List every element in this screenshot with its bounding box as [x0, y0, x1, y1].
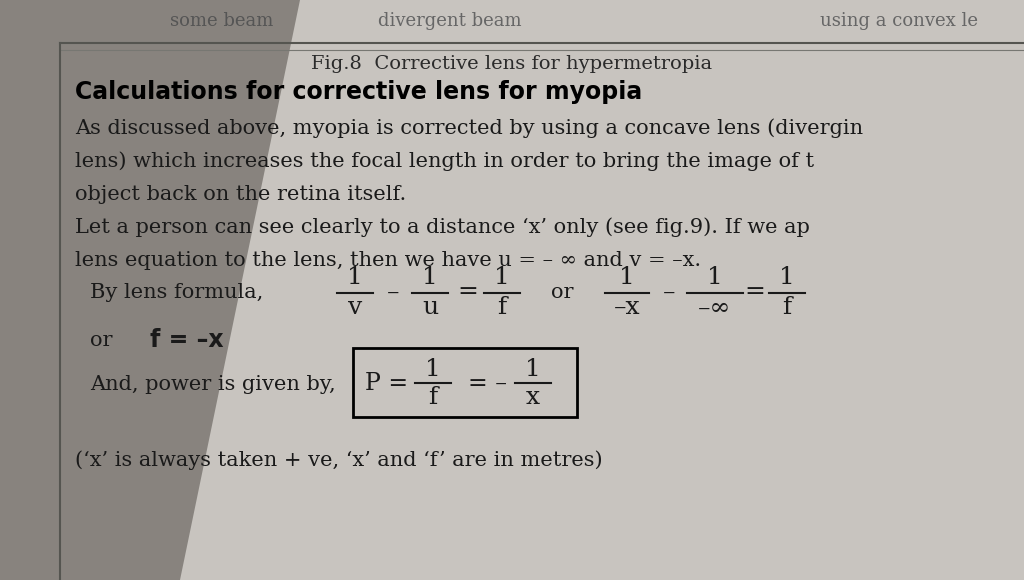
Text: using a convex le: using a convex le: [820, 12, 978, 30]
Text: 1: 1: [525, 357, 541, 380]
Text: 1: 1: [779, 266, 795, 289]
Text: lens) which increases the focal length in order to bring the image of t: lens) which increases the focal length i…: [75, 151, 814, 171]
Text: 1: 1: [620, 266, 635, 289]
Text: As discussed above, myopia is corrected by using a concave lens (divergin: As discussed above, myopia is corrected …: [75, 118, 863, 138]
Text: 1: 1: [425, 357, 441, 380]
Text: P =: P =: [365, 372, 409, 394]
Text: –: –: [663, 281, 675, 303]
Text: f: f: [428, 386, 437, 408]
Text: u: u: [422, 296, 438, 320]
Text: divergent beam: divergent beam: [378, 12, 522, 30]
Text: –x: –x: [613, 296, 640, 320]
Text: v: v: [348, 296, 362, 320]
Text: x: x: [526, 386, 540, 408]
Text: And, power is given by,: And, power is given by,: [90, 375, 336, 394]
Text: f = –x: f = –x: [150, 328, 223, 352]
Text: –∞: –∞: [698, 296, 732, 320]
Text: f: f: [782, 296, 792, 320]
Text: –: –: [387, 281, 399, 303]
Text: f: f: [498, 296, 507, 320]
Text: Let a person can see clearly to a distance ‘x’ only (see fig.9). If we ap: Let a person can see clearly to a distan…: [75, 217, 810, 237]
Text: = –: = –: [468, 372, 507, 394]
Text: =: =: [458, 281, 478, 303]
Text: 1: 1: [495, 266, 510, 289]
Text: By lens formula,: By lens formula,: [90, 282, 263, 302]
Text: 1: 1: [347, 266, 362, 289]
Text: Fig.8  Corrective lens for hypermetropia: Fig.8 Corrective lens for hypermetropia: [311, 55, 713, 73]
Text: object back on the retina itself.: object back on the retina itself.: [75, 184, 407, 204]
Text: 1: 1: [422, 266, 438, 289]
Polygon shape: [0, 0, 300, 580]
Text: =: =: [744, 281, 765, 303]
Text: (‘x’ is always taken + ve, ‘x’ and ‘f’ are in metres): (‘x’ is always taken + ve, ‘x’ and ‘f’ a…: [75, 450, 603, 470]
Text: or: or: [90, 331, 113, 350]
Text: Calculations for corrective lens for myopia: Calculations for corrective lens for myo…: [75, 80, 642, 104]
Text: or: or: [551, 282, 573, 302]
Text: 1: 1: [708, 266, 723, 289]
Text: some beam: some beam: [170, 12, 273, 30]
Text: lens equation to the lens, then we have u = – ∞ and v = –x.: lens equation to the lens, then we have …: [75, 251, 701, 270]
